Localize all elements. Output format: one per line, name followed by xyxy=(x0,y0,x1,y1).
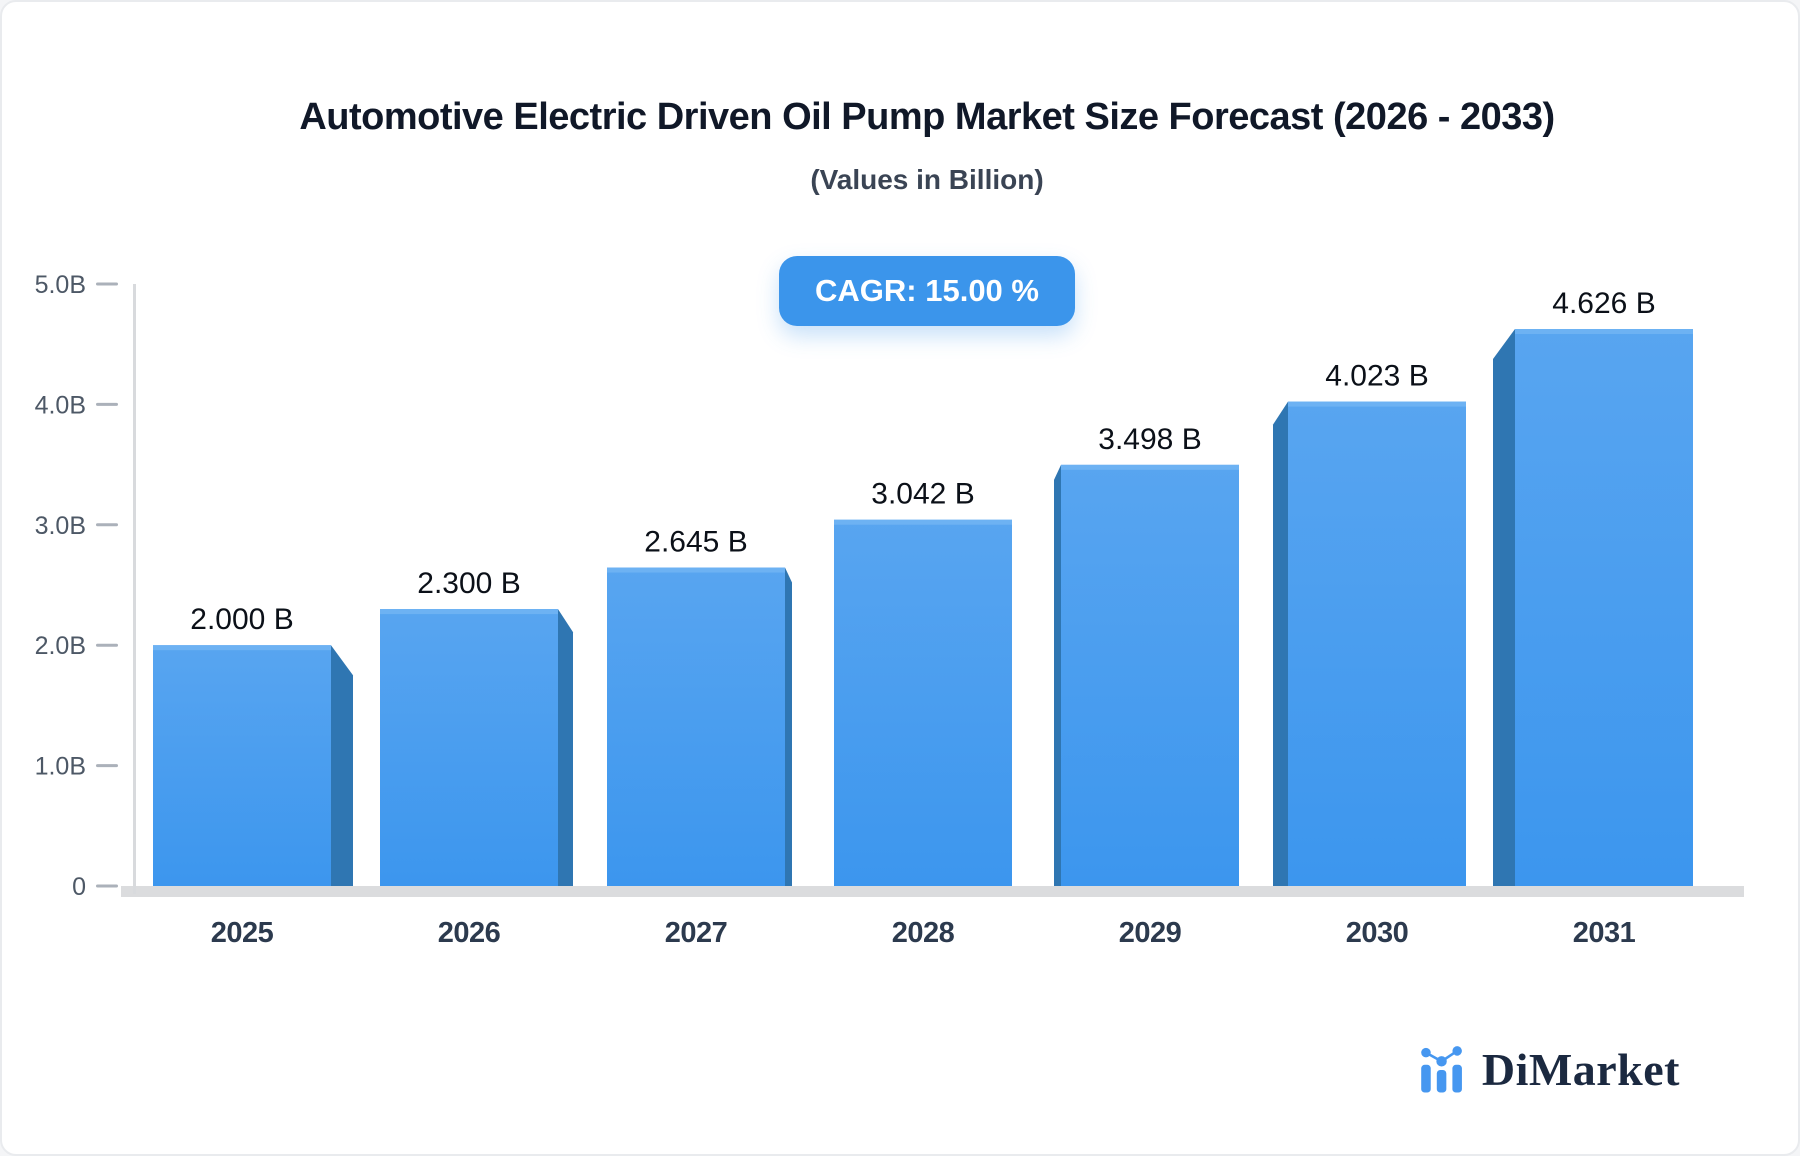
bar-side-2029 xyxy=(1054,464,1061,886)
bar-side-2026 xyxy=(558,609,573,886)
bar-top-cap-2031 xyxy=(1515,329,1693,335)
y-tick-dash xyxy=(96,523,118,527)
x-tick-label-2030: 2030 xyxy=(1346,917,1409,949)
x-tick-label-2026: 2026 xyxy=(438,917,501,949)
value-label-2030: 4.023 B xyxy=(1325,360,1428,393)
y-tick-label: 5.0B xyxy=(35,271,86,299)
page-title: Automotive Electric Driven Oil Pump Mark… xyxy=(299,96,1555,138)
bar-2026 xyxy=(380,609,558,886)
y-tick-label: 3.0B xyxy=(35,512,86,540)
y-tick-label: 2.0B xyxy=(35,632,86,660)
bar-2029 xyxy=(1061,464,1239,886)
x-axis-baseline xyxy=(121,886,1744,897)
bar-side-2025 xyxy=(331,645,353,886)
bar-2031 xyxy=(1515,329,1693,886)
value-label-2031: 4.626 B xyxy=(1552,287,1655,320)
chart-subtitle: (Values in Billion) xyxy=(810,164,1044,195)
y-tick-dash xyxy=(96,764,118,768)
x-tick-label-2025: 2025 xyxy=(211,917,274,949)
bar-top-cap-2028 xyxy=(834,519,1012,525)
y-axis-line xyxy=(133,284,136,894)
bar-top-cap-2027 xyxy=(607,567,785,573)
y-tick-dash xyxy=(96,884,118,888)
value-label-2025: 2.000 B xyxy=(190,603,293,636)
bar-2028 xyxy=(834,519,1012,886)
bar-2030 xyxy=(1288,401,1466,886)
value-label-2028: 3.042 B xyxy=(871,478,974,511)
logo-text: DiMarket xyxy=(1481,1044,1680,1095)
y-tick-dash xyxy=(96,402,118,406)
bar-2027 xyxy=(607,567,785,886)
dimarket-logo[interactable]: DiMarket xyxy=(1416,1042,1680,1098)
bar-2025 xyxy=(153,645,331,886)
bar-chart-dots-icon xyxy=(1421,1046,1462,1093)
x-tick-label-2031: 2031 xyxy=(1573,917,1636,949)
bar-top-cap-2029 xyxy=(1061,464,1239,470)
bar-side-2031 xyxy=(1493,329,1515,886)
y-tick-dash xyxy=(96,643,118,647)
x-tick-label-2028: 2028 xyxy=(892,917,955,949)
bar-side-2030 xyxy=(1273,401,1288,886)
x-tick-label-2027: 2027 xyxy=(665,917,728,949)
value-label-2029: 3.498 B xyxy=(1098,423,1201,456)
bar-side-2027 xyxy=(785,567,792,886)
bar-top-cap-2030 xyxy=(1288,401,1466,407)
cagr-badge: CAGR: 15.00 % xyxy=(779,256,1075,326)
bar-top-cap-2026 xyxy=(380,609,558,615)
y-tick-dash xyxy=(96,282,118,286)
x-tick-label-2029: 2029 xyxy=(1119,917,1182,949)
y-tick-label: 0 xyxy=(72,873,86,901)
y-tick-label: 4.0B xyxy=(35,391,86,419)
value-label-2026: 2.300 B xyxy=(417,567,520,600)
value-label-2027: 2.645 B xyxy=(644,526,747,559)
bar-top-cap-2025 xyxy=(153,645,331,651)
y-tick-label: 1.0B xyxy=(35,753,86,781)
